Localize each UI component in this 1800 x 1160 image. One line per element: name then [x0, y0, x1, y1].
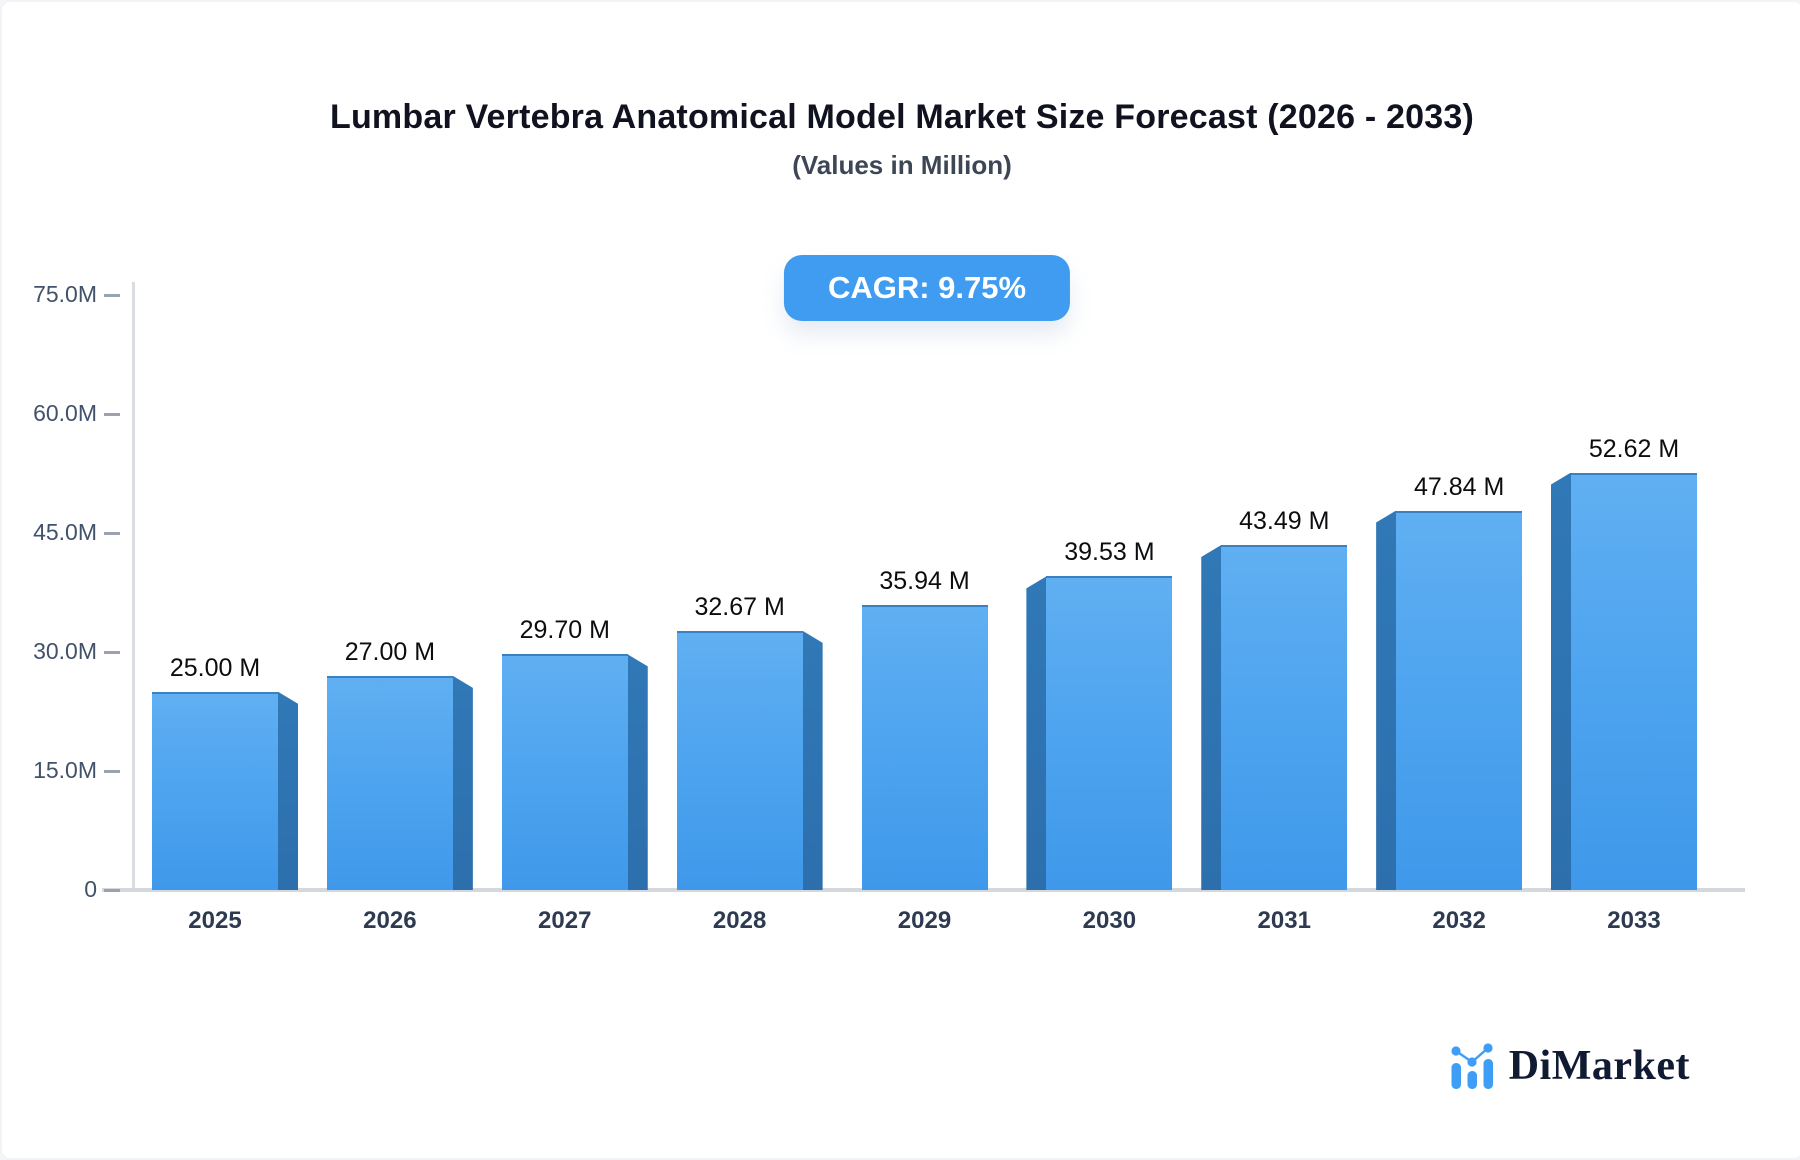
y-tick-15.0M	[104, 770, 120, 773]
x-axis-label-2025: 2025	[188, 907, 242, 934]
bar-group-2027: 29.70 M 2027	[501, 616, 648, 934]
bar-value-label-2033: 52.62 M	[1588, 434, 1680, 463]
bar-value-label-2026: 27.00 M	[344, 637, 436, 666]
bar-group-2033: 52.62 M 2033	[1551, 435, 1697, 934]
x-axis-label-2033: 2033	[1607, 907, 1661, 934]
x-axis-label-2027: 2027	[538, 907, 592, 934]
bar-side-face-2027	[627, 654, 648, 890]
cagr-badge: CAGR: 9.75%	[783, 255, 1071, 321]
x-axis-label-2030: 2030	[1082, 907, 1137, 934]
y-tick-0	[104, 889, 120, 892]
y-axis-label-75.0M: 75.0M	[33, 281, 97, 307]
y-tick-30.0M	[104, 651, 120, 654]
y-tick-45.0M	[104, 532, 120, 535]
bar-2026	[326, 675, 453, 890]
bar-group-2026: 27.00 M 2026	[326, 638, 473, 934]
plot-area: 25.00 M 2025 27.00 M 2026 29.70 M 2027 32.67 M…	[102, 282, 1757, 934]
bar-value-label-2027: 29.70 M	[519, 616, 610, 645]
bar-group-2032: 47.84 M 2032	[1376, 473, 1523, 934]
bar-2025	[152, 691, 278, 890]
chart-subtitle: (Values in Million)	[792, 150, 1012, 180]
bar-2033	[1571, 472, 1697, 890]
bar-value-label-2025: 25.00 M	[169, 653, 261, 682]
y-axis-label-60.0M: 60.0M	[33, 400, 97, 426]
y-axis-label-0: 0	[84, 876, 97, 902]
y-axis-label-15.0M: 15.0M	[33, 757, 97, 783]
bar-value-label-2031: 43.49 M	[1239, 507, 1330, 535]
brand-logo-text: DiMarket	[1508, 1043, 1690, 1089]
bar-2030	[1046, 576, 1173, 890]
bar-group-2028: 32.67 M 2028	[676, 593, 823, 934]
y-axis-label-30.0M: 30.0M	[33, 638, 97, 664]
bar-group-2031: 43.49 M 2031	[1201, 507, 1348, 934]
bar-side-face-2032	[1376, 510, 1397, 890]
x-axis-line	[102, 888, 1745, 892]
x-axis-label-2031: 2031	[1257, 907, 1311, 934]
bar-series: 25.00 M 2025 27.00 M 2026 29.70 M 2027 32.67 M…	[135, 295, 1757, 934]
bar-value-label-2032: 47.84 M	[1413, 472, 1505, 501]
chart-title: Lumbar Vertebra Anatomical Model Market …	[330, 98, 1474, 136]
y-axis-line	[132, 282, 135, 891]
bar-2029	[861, 604, 988, 890]
bar-group-2025: 25.00 M 2025	[152, 654, 298, 934]
x-axis-label-2026: 2026	[363, 907, 417, 934]
y-axis-label-45.0M: 45.0M	[33, 519, 97, 545]
mini-bar-chart-icon	[1450, 1042, 1496, 1090]
y-tick-75.0M	[104, 294, 120, 297]
bar-2031	[1221, 545, 1348, 890]
bar-side-face-2030	[1026, 576, 1047, 890]
x-axis-label-2028: 2028	[712, 907, 767, 934]
bar-side-face-2025	[278, 691, 298, 890]
bar-side-face-2033	[1551, 472, 1571, 890]
bar-side-face-2028	[802, 630, 823, 890]
bar-2027	[501, 654, 628, 890]
bar-2032	[1396, 510, 1523, 890]
bar-side-face-2031	[1201, 545, 1222, 890]
y-tick-60.0M	[104, 413, 120, 416]
brand-logo: DiMarket	[1450, 1042, 1690, 1090]
bar-value-label-2029: 35.94 M	[879, 566, 970, 595]
x-axis-label-2032: 2032	[1432, 907, 1486, 934]
bar-group-2030: 39.53 M 2030	[1026, 538, 1173, 934]
x-axis-label-2029: 2029	[897, 907, 952, 934]
bar-2028	[676, 630, 803, 890]
bar-value-label-2030: 39.53 M	[1064, 538, 1155, 567]
bar-group-2029: 35.94 M 2029	[852, 567, 998, 934]
bar-side-face-2026	[452, 675, 473, 890]
bar-value-label-2028: 32.67 M	[694, 592, 785, 621]
